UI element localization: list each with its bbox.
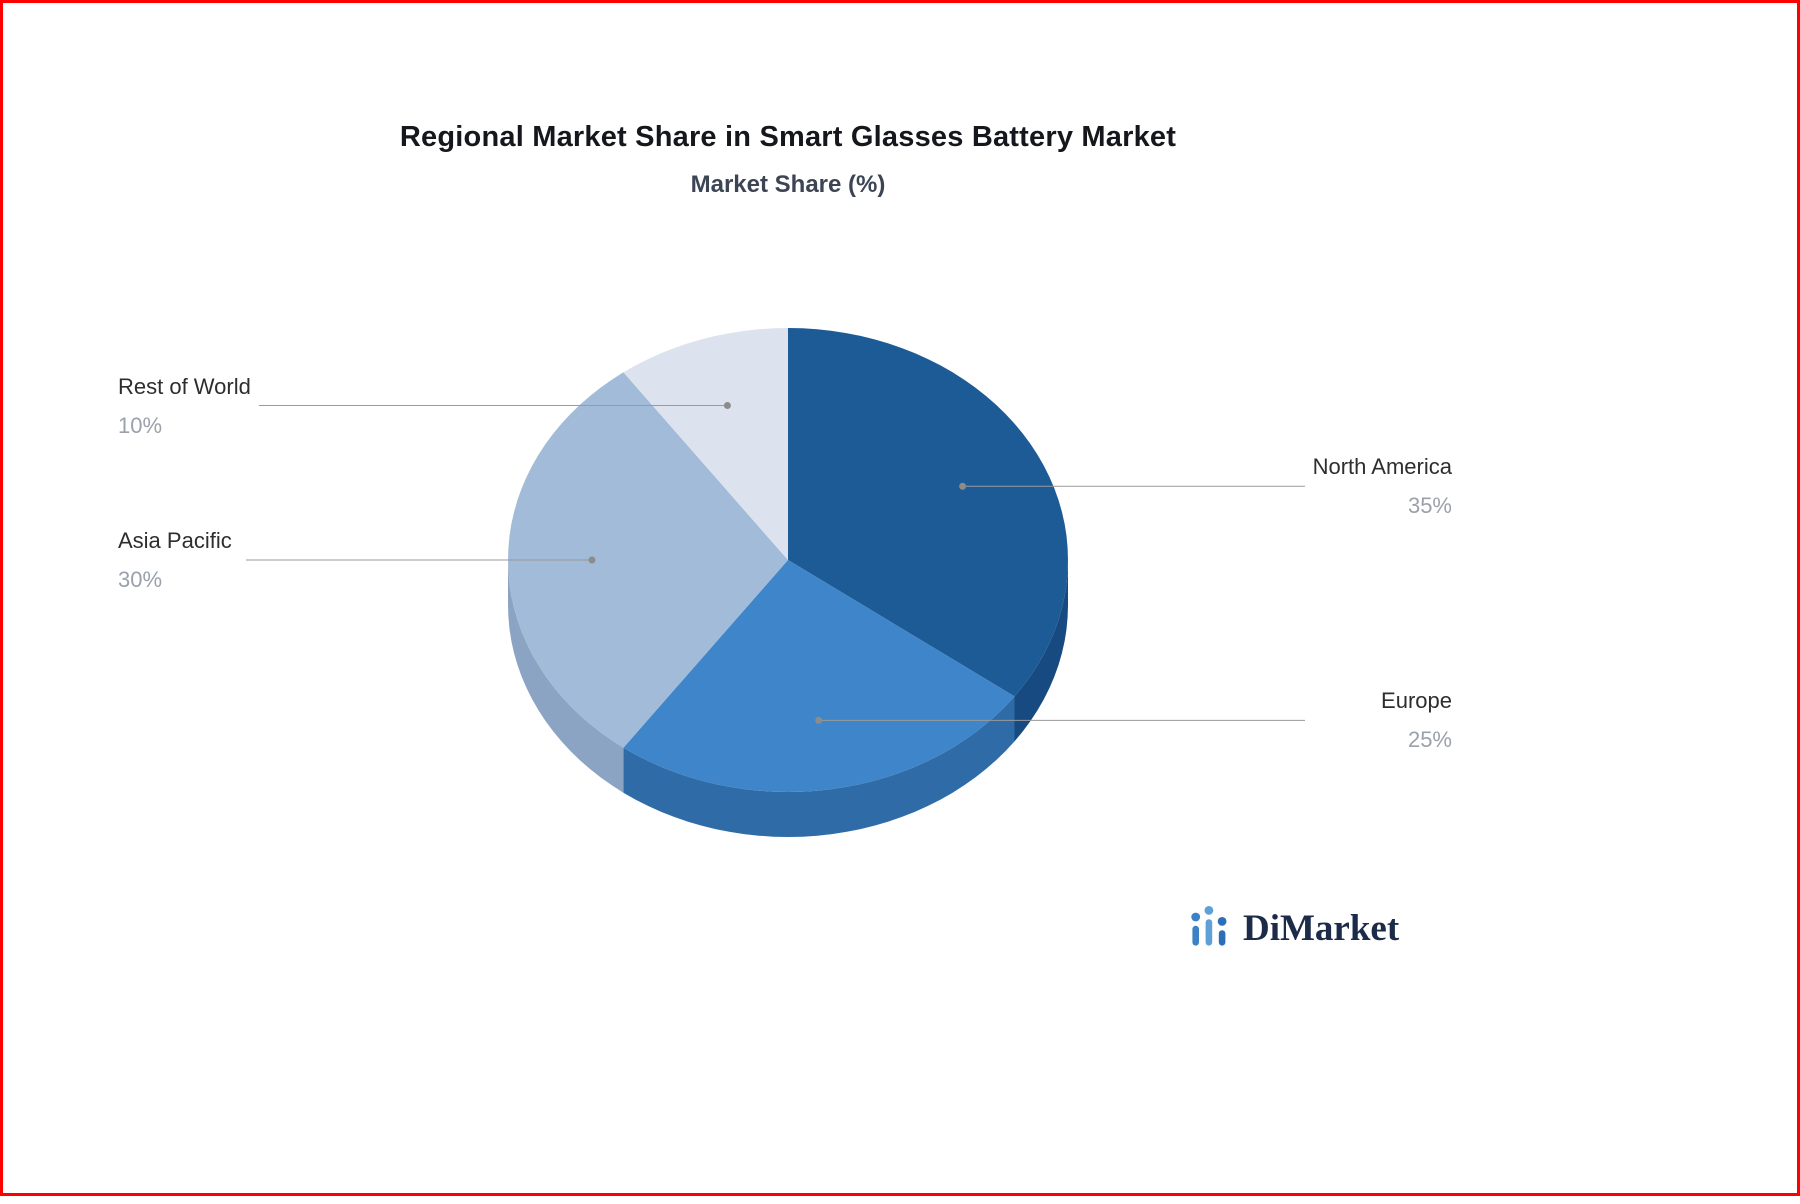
logo: DiMarket <box>1188 906 1399 950</box>
slice-label-north-america: North America <box>1312 454 1452 480</box>
pie-slice-north-america <box>788 328 1068 697</box>
leader-dot-rest-of-world <box>723 402 731 409</box>
pie-slice-europe <box>623 560 1015 792</box>
leader-dot-europe <box>815 716 823 724</box>
slice-value-north-america: 35% <box>1407 493 1452 519</box>
slice-value-asia-pacific: 30% <box>118 567 163 592</box>
leader-dot-north-america <box>959 482 967 490</box>
leader-dot-asia-pacific <box>588 556 596 564</box>
slice-label-rest-of-world: Rest of World <box>118 373 251 399</box>
slice-label-asia-pacific: Asia Pacific <box>118 528 232 553</box>
pie-slice-side-north-america <box>1014 560 1068 742</box>
bar-chart-dots-icon <box>1191 906 1227 946</box>
chart-title: Regional Market Share in Smart Glasses B… <box>399 121 1177 153</box>
slice-label-europe: Europe <box>1381 688 1452 714</box>
slice-value-europe: 25% <box>1407 727 1452 753</box>
chart-subtitle: Market Share (%) <box>690 171 886 198</box>
slice-value-rest-of-world: 10% <box>118 412 163 438</box>
pie-slice-asia-pacific <box>508 372 788 748</box>
logo-text: DiMarket <box>1243 907 1400 949</box>
pie-chart <box>3 3 1800 1199</box>
pie-slice-side-europe <box>623 696 1015 837</box>
pie-slice-rest-of-world <box>623 328 788 560</box>
pie-slice-side-asia-pacific <box>508 560 624 793</box>
